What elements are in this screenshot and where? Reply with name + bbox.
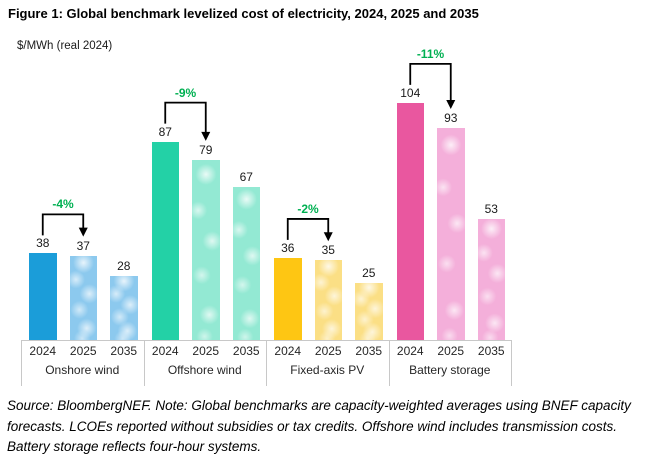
value-label-fixed-axis-pv-2025: 35 xyxy=(321,243,335,258)
arrow-down-icon xyxy=(201,131,211,141)
arrow-down-icon xyxy=(446,99,456,109)
bar-onshore-wind-2025 xyxy=(69,255,97,340)
arrow-down-icon xyxy=(323,232,333,242)
value-label-battery-storage-2035: 53 xyxy=(484,202,498,217)
year-label-onshore-wind-2035: 2035 xyxy=(110,344,138,358)
axis-group-separator xyxy=(388,340,390,386)
value-label-fixed-axis-pv-2035: 25 xyxy=(362,266,376,280)
year-label-onshore-wind-2025: 2025 xyxy=(69,344,97,358)
year-label-battery-storage-2024: 2024 xyxy=(396,344,424,358)
change-label-battery-storage: -11% xyxy=(416,46,445,61)
bar-fixed-axis-pv-2025 xyxy=(314,260,342,340)
year-label-fixed-axis-pv-2025: 2025 xyxy=(314,344,342,358)
year-label-offshore-wind-2035: 2035 xyxy=(232,344,260,358)
value-label-onshore-wind-2025: 37 xyxy=(76,238,90,253)
year-label-battery-storage-2025: 2025 xyxy=(437,344,465,358)
arrow-down-icon xyxy=(78,227,88,237)
group-label-battery-storage: Battery storage xyxy=(409,363,491,377)
bar-battery-storage-2025 xyxy=(437,127,465,340)
change-label-offshore-wind: -9% xyxy=(174,85,197,100)
group-label-fixed-axis-pv: Fixed-axis PV xyxy=(290,363,365,377)
change-bracket-onshore-wind xyxy=(41,213,88,237)
axis-group-separator xyxy=(143,340,145,386)
value-label-offshore-wind-2024: 87 xyxy=(158,124,172,139)
axis-unit-label: $/MWh (real 2024) xyxy=(17,40,113,52)
source-note: Source: BloombergNEF. Note: Global bench… xyxy=(7,398,631,455)
bar-offshore-wind-2025 xyxy=(192,159,220,340)
value-label-battery-storage-2024: 104 xyxy=(400,85,421,100)
bar-chart: 38 2024 37 2025 28 2035 Onshore wind -4% 87 2024 7… xyxy=(21,46,512,386)
year-label-fixed-axis-pv-2024: 2024 xyxy=(274,344,302,358)
value-label-onshore-wind-2035: 28 xyxy=(117,259,131,274)
year-label-offshore-wind-2025: 2025 xyxy=(192,344,220,358)
year-label-fixed-axis-pv-2035: 2035 xyxy=(355,344,383,358)
value-label-onshore-wind-2024: 38 xyxy=(36,236,50,251)
value-label-fixed-axis-pv-2024: 36 xyxy=(281,240,295,255)
change-label-onshore-wind: -4% xyxy=(52,197,74,212)
value-label-offshore-wind-2025: 79 xyxy=(199,142,213,157)
group-label-offshore-wind: Offshore wind xyxy=(167,363,242,377)
change-label-fixed-axis-pv: -2% xyxy=(297,201,319,216)
year-label-onshore-wind-2024: 2024 xyxy=(29,344,57,358)
bar-battery-storage-2035 xyxy=(477,219,505,340)
year-label-battery-storage-2035: 2035 xyxy=(477,344,505,358)
axis-group-separator xyxy=(266,340,267,386)
figure-title: Figure 1: Global benchmark levelized cos… xyxy=(8,6,479,21)
value-label-offshore-wind-2035: 67 xyxy=(239,170,253,185)
change-bracket-fixed-axis-pv xyxy=(286,218,333,242)
bar-fixed-axis-pv-2035 xyxy=(355,283,383,340)
bar-offshore-wind-2024 xyxy=(151,141,179,340)
bar-offshore-wind-2035 xyxy=(232,187,260,340)
value-label-battery-storage-2025: 93 xyxy=(444,110,458,125)
axis-group-separator xyxy=(511,340,512,386)
bar-onshore-wind-2035 xyxy=(110,276,138,340)
year-label-offshore-wind-2024: 2024 xyxy=(151,344,179,358)
bar-fixed-axis-pv-2024 xyxy=(274,257,302,340)
group-label-onshore-wind: Onshore wind xyxy=(45,363,120,377)
bar-onshore-wind-2024 xyxy=(29,253,57,340)
axis-group-separator xyxy=(21,340,22,386)
bar-battery-storage-2024 xyxy=(396,102,424,340)
